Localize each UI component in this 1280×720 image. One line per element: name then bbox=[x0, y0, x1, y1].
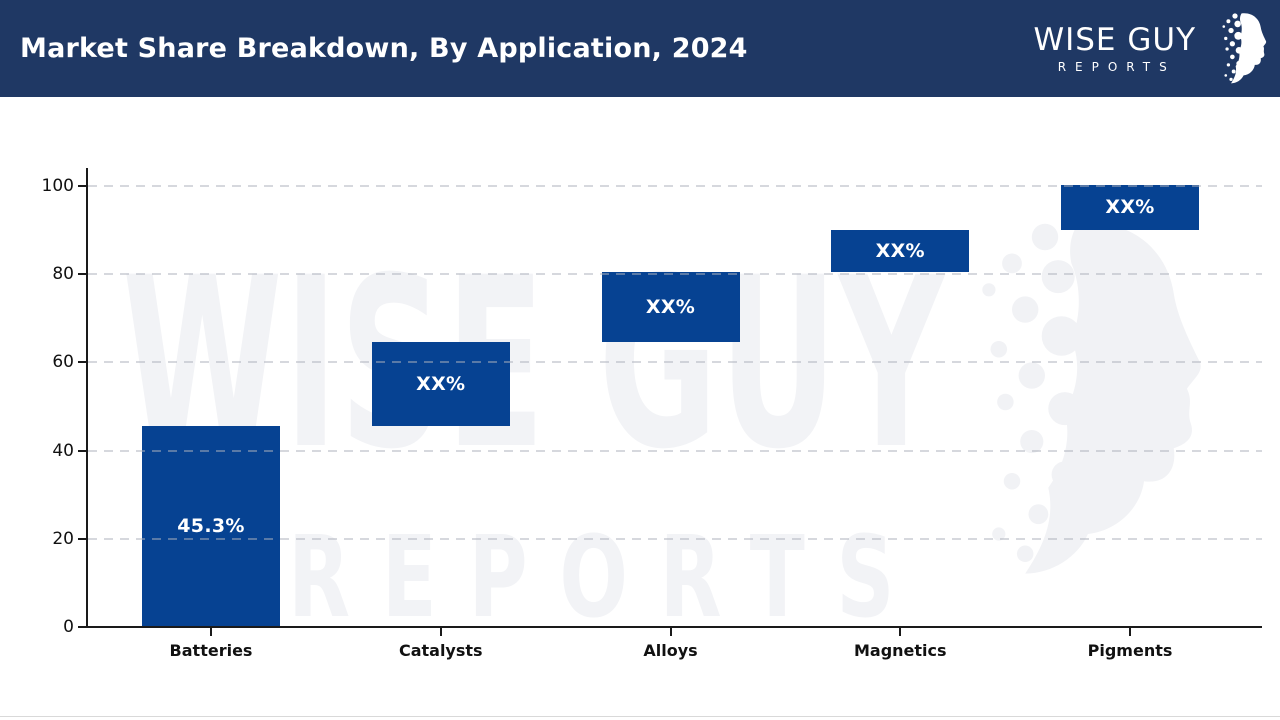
y-tick bbox=[78, 449, 86, 452]
y-tick-label: 0 bbox=[63, 617, 74, 637]
y-tick bbox=[78, 273, 86, 276]
watermark-reports-text: REPORTS bbox=[288, 513, 927, 643]
y-tick bbox=[78, 626, 86, 628]
chart-title: Market Share Breakdown, By Application, … bbox=[20, 33, 748, 64]
y-tick-label: 80 bbox=[52, 264, 74, 285]
gridline bbox=[88, 185, 1262, 187]
bar-value-label: XX% bbox=[1105, 196, 1155, 219]
gridline bbox=[88, 273, 1262, 276]
category-label: Alloys bbox=[643, 641, 698, 660]
bar-magnetics: XX% bbox=[831, 229, 970, 273]
y-tick bbox=[78, 537, 86, 540]
gridline bbox=[88, 449, 1262, 452]
bar-value-label: XX% bbox=[645, 295, 696, 318]
x-tick bbox=[439, 628, 442, 636]
bar-value-label: XX% bbox=[875, 240, 925, 263]
bottom-divider bbox=[0, 716, 1280, 717]
logo-wiseguy-label: WISE GUY bbox=[1033, 22, 1196, 58]
x-tick bbox=[1129, 628, 1131, 636]
category-label: Pigments bbox=[1087, 641, 1173, 660]
bar-value-label: XX% bbox=[416, 372, 466, 395]
header-bar: Market Share Breakdown, By Application, … bbox=[0, 0, 1280, 97]
y-tick-label: 60 bbox=[52, 352, 74, 373]
bar-batteries: 45.3% bbox=[142, 426, 280, 626]
gridline bbox=[88, 537, 1262, 540]
y-tick-label: 40 bbox=[52, 440, 74, 461]
y-tick-label: 20 bbox=[52, 528, 74, 549]
logo-reports-label: REPORTS bbox=[1057, 60, 1176, 74]
y-axis-line bbox=[86, 168, 88, 628]
y-tick bbox=[78, 185, 86, 187]
x-axis-line bbox=[86, 626, 1262, 628]
bar-alloys: XX% bbox=[601, 272, 740, 342]
gridline bbox=[88, 361, 1262, 364]
category-label: Catalysts bbox=[398, 641, 483, 660]
y-tick-label: 100 bbox=[41, 176, 74, 196]
x-tick bbox=[669, 628, 672, 636]
bar-pigments: XX% bbox=[1061, 185, 1199, 230]
bar-value-label: 45.3% bbox=[177, 515, 245, 538]
x-tick bbox=[210, 628, 212, 636]
wiseguy-logo-text: WISE GUY REPORTS bbox=[1033, 22, 1196, 74]
x-tick bbox=[899, 628, 902, 636]
wiseguy-logo: WISE GUY REPORTS bbox=[1033, 8, 1268, 90]
category-label: Magnetics bbox=[853, 641, 947, 660]
category-label: Batteries bbox=[169, 641, 253, 660]
y-tick bbox=[78, 361, 86, 364]
bar-catalysts: XX% bbox=[371, 341, 510, 427]
